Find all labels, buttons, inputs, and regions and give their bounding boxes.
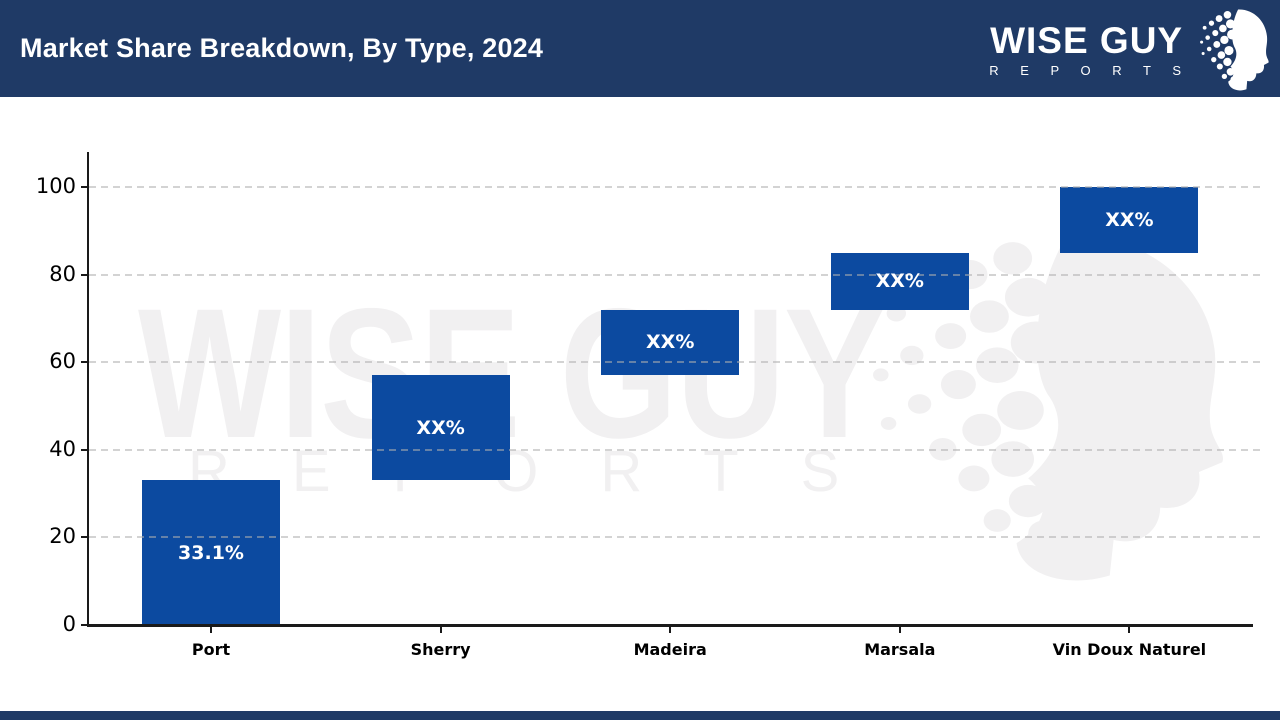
brand-subtitle: R E P O R T S: [989, 62, 1190, 78]
gridline: [89, 536, 1264, 539]
bar-value-label: XX%: [416, 416, 465, 439]
y-tick-label: 100: [35, 174, 76, 198]
y-tick-label: 20: [49, 524, 76, 549]
bar: [371, 375, 510, 480]
y-tick-label: 0: [62, 612, 76, 636]
y-tick-label: 60: [49, 349, 76, 374]
x-category-label: Madeira: [633, 640, 707, 659]
x-axis-spine: [87, 624, 1253, 627]
x-category-label: Sherry: [410, 640, 471, 659]
y-tick-mark: [81, 448, 89, 451]
bar-value-label: XX%: [875, 270, 924, 293]
y-tick-label: 80: [49, 261, 76, 286]
y-tick-mark: [81, 273, 89, 276]
brand-name: WISE GUY: [990, 19, 1184, 61]
bar: [142, 480, 280, 625]
bar-value-label: 33.1%: [178, 541, 244, 564]
y-tick-mark: [81, 536, 89, 539]
x-category-label: Vin Doux Naturel: [1052, 640, 1207, 659]
head-profile-icon: [1200, 9, 1269, 91]
x-tick-mark: [439, 625, 442, 633]
x-category-label: Port: [191, 640, 231, 659]
y-axis-spine: [87, 152, 89, 627]
bar-value-label: XX%: [646, 331, 695, 354]
gridline: [89, 361, 1264, 364]
y-tick-mark: [81, 624, 89, 626]
x-tick-mark: [898, 625, 901, 633]
gridline: [89, 448, 1264, 451]
y-tick-mark: [81, 186, 89, 188]
page-title: Market Share Breakdown, By Type, 2024: [20, 33, 544, 63]
header-bar: Market Share Breakdown, By Type, 2024 WI…: [0, 0, 1280, 97]
x-tick-mark: [1128, 625, 1131, 633]
brand-text: WISE GUY R E P O R T S: [983, 22, 1190, 77]
bar: [601, 309, 740, 376]
footer-bar: [0, 711, 1280, 720]
gridline: [89, 186, 1264, 188]
y-tick-label: 40: [49, 436, 76, 461]
x-tick-mark: [669, 625, 672, 633]
bar-value-label: XX%: [1105, 208, 1154, 231]
x-tick-mark: [210, 625, 212, 633]
bar: [830, 252, 969, 310]
gridline: [89, 273, 1264, 276]
y-tick-mark: [81, 361, 89, 364]
x-category-label: Marsala: [864, 640, 936, 659]
bar: [1060, 187, 1199, 253]
watermark-text: WISE GUY: [138, 271, 885, 477]
brand-logo: WISE GUY R E P O R T S: [983, 4, 1270, 94]
